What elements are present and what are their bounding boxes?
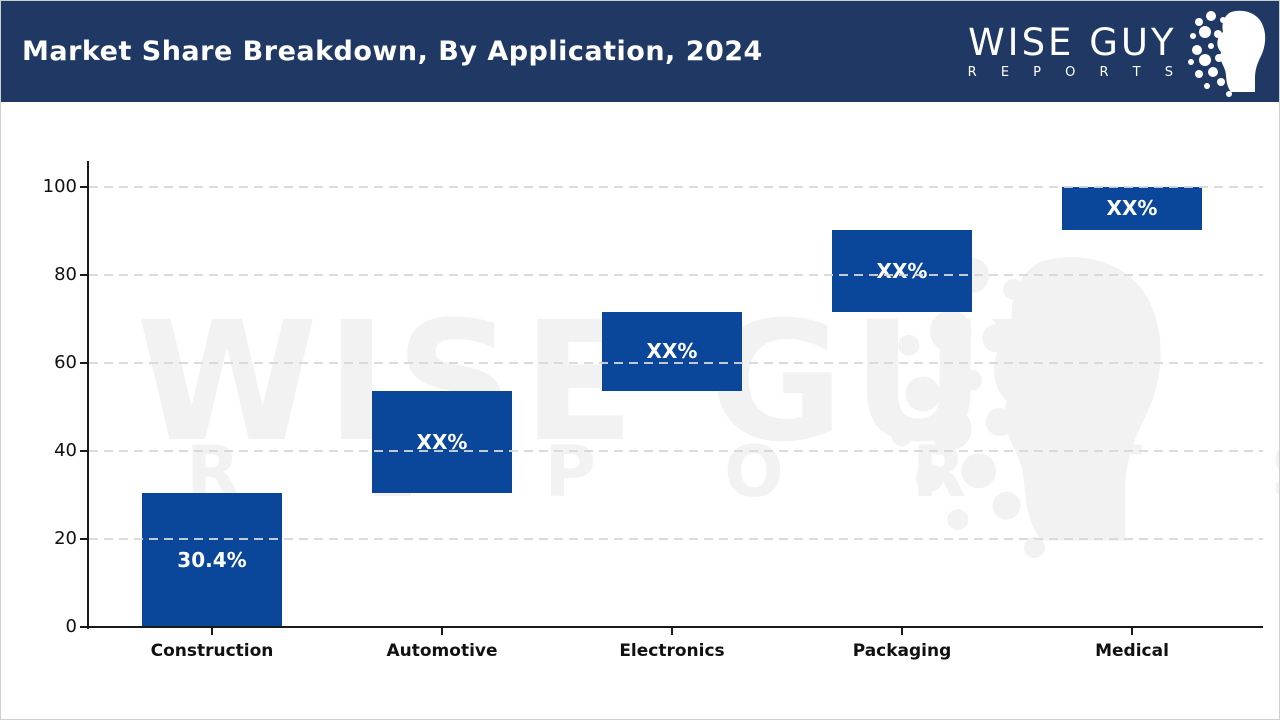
y-tick-label-80: 80 (54, 264, 77, 285)
gridline-100 (89, 186, 1263, 188)
bar-value-label-medical: XX% (1106, 196, 1158, 221)
x-tick-mark-automotive (441, 628, 443, 635)
y-tick-mark-60 (80, 362, 87, 364)
bar-automotive: XX% (372, 391, 512, 494)
brand-logo: WISE GUY R E P O R T S (962, 6, 1279, 98)
x-axis-line (87, 626, 1263, 628)
y-tick-mark-20 (80, 538, 87, 540)
y-axis-line (87, 161, 89, 629)
gridline-20 (89, 538, 1263, 540)
gridline-80 (89, 274, 1263, 276)
brand-head-icon (1188, 10, 1266, 97)
x-category-label-packaging: Packaging (852, 641, 952, 661)
bar-packaging: XX% (832, 229, 972, 312)
y-tick-mark-80 (80, 274, 87, 276)
x-category-label-construction: Construction (150, 641, 274, 661)
x-tick-mark-medical (1131, 628, 1133, 635)
y-tick-label-60: 60 (54, 352, 77, 373)
bar-value-label-construction: 30.4% (177, 548, 247, 573)
gridline-60 (89, 362, 1263, 364)
gridline-40 (89, 450, 1263, 452)
header-bar: Market Share Breakdown, By Application, … (1, 1, 1279, 102)
y-tick-label-0: 0 (65, 616, 77, 637)
bar-electronics: XX% (602, 311, 742, 392)
chart-title: Market Share Breakdown, By Application, … (22, 36, 763, 67)
x-tick-mark-electronics (671, 628, 673, 635)
bar-value-label-packaging: XX% (876, 258, 928, 283)
y-tick-label-100: 100 (42, 176, 77, 197)
y-tick-mark-0 (80, 626, 87, 628)
bar-medical: XX% (1062, 187, 1202, 230)
y-tick-label-20: 20 (54, 528, 77, 549)
y-tick-label-40: 40 (54, 440, 77, 461)
brand-wordmark: WISE GUY R E P O R T S (962, 24, 1183, 79)
bar-value-label-electronics: XX% (646, 339, 698, 364)
x-tick-mark-packaging (901, 628, 903, 635)
x-tick-mark-construction (211, 628, 213, 635)
brand-subtitle: R E P O R T S (967, 65, 1183, 80)
brand-name: WISE GUY (968, 21, 1177, 64)
y-tick-mark-100 (80, 186, 87, 188)
x-category-label-automotive: Automotive (386, 641, 498, 661)
bar-construction: 30.4% (142, 493, 282, 627)
y-tick-mark-40 (80, 450, 87, 452)
x-category-label-medical: Medical (1095, 641, 1169, 661)
x-category-label-electronics: Electronics (619, 641, 725, 661)
watermark-head-icon (891, 257, 1161, 558)
